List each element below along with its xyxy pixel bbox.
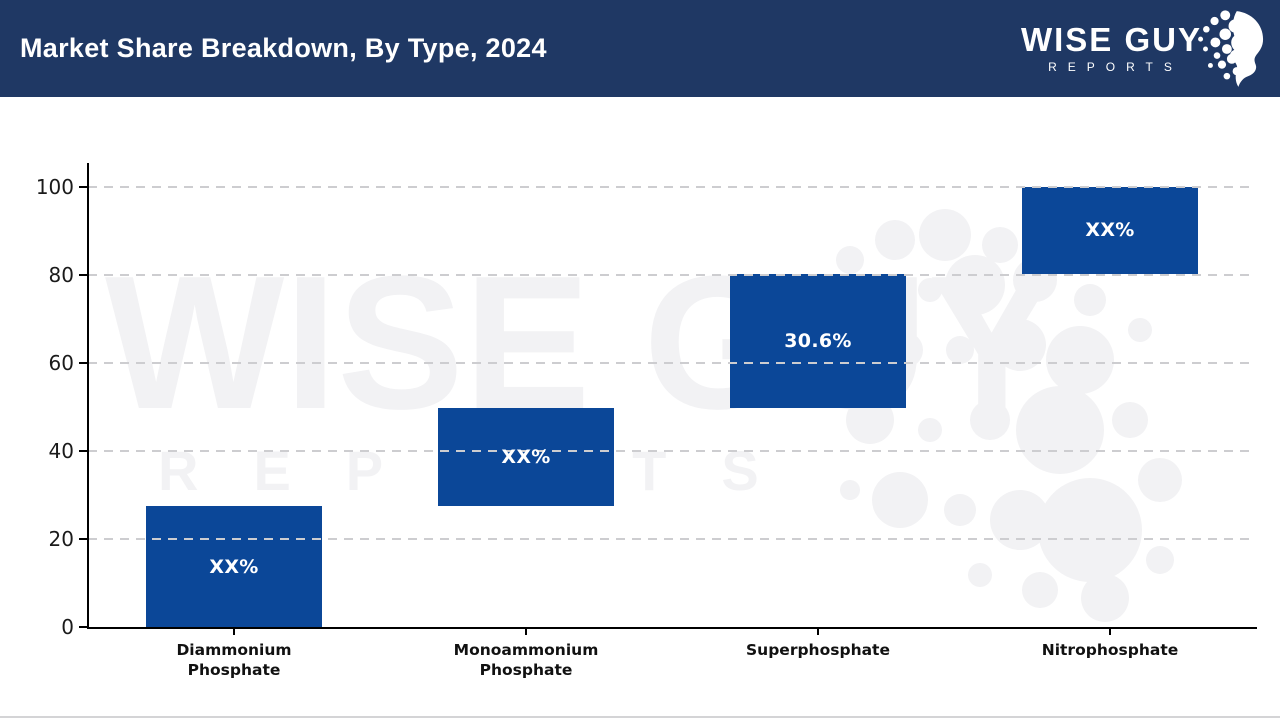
watermark-dot	[1016, 386, 1104, 474]
y-axis-tick-label: 80	[48, 263, 74, 287]
watermark-dot	[944, 494, 976, 526]
watermark-dot	[1128, 318, 1152, 342]
bar-segment	[146, 506, 322, 627]
x-axis-category-label: Nitrophosphate	[1041, 641, 1179, 659]
watermark-dot	[1046, 326, 1114, 394]
watermark-dot	[836, 246, 864, 274]
watermark-dot	[945, 255, 1005, 315]
watermark-dot	[918, 278, 942, 302]
chart-title: Market Share Breakdown, By Type, 2024	[20, 33, 547, 63]
watermark-dot	[875, 220, 915, 260]
watermark-dot	[1081, 574, 1129, 622]
y-axis-tick	[79, 450, 88, 452]
watermark-dot	[946, 336, 974, 364]
watermark-dot	[1146, 546, 1174, 574]
logo-text: WISE GUY REPORTS	[1021, 23, 1202, 74]
y-axis-tick-label: 60	[48, 351, 74, 375]
watermark-dot	[872, 472, 928, 528]
x-axis-category-label: Diammonium Phosphate	[176, 641, 292, 679]
y-axis-tick	[79, 274, 88, 276]
bar-value-label: XX%	[1085, 219, 1135, 242]
watermark-dot	[1138, 458, 1182, 502]
y-axis-tick	[79, 538, 88, 540]
x-axis-line	[87, 627, 1257, 629]
y-axis-tick-label: 20	[48, 527, 74, 551]
watermark-dot	[970, 400, 1010, 440]
watermark-dot	[1038, 478, 1142, 582]
bar-segment	[438, 408, 614, 507]
gridline	[88, 362, 1256, 364]
head-profile-logo-icon	[1198, 9, 1264, 87]
watermark-dot	[1074, 284, 1106, 316]
chart-header: Market Share Breakdown, By Type, 2024 WI…	[0, 0, 1280, 97]
wise-guy-reports-logo: WISE GUY REPORTS	[1021, 7, 1268, 91]
watermark-dot	[1022, 572, 1058, 608]
watermark-dot	[840, 480, 860, 500]
watermark-dot	[919, 209, 971, 261]
y-axis-line	[87, 163, 89, 629]
gridline	[88, 538, 1256, 540]
x-axis-tick	[1109, 629, 1111, 635]
y-axis-tick	[79, 362, 88, 364]
y-axis-tick-label: 40	[48, 439, 74, 463]
watermark-dot	[1112, 402, 1148, 438]
bar-segment	[730, 273, 906, 409]
y-axis-tick	[79, 186, 88, 188]
gridline	[88, 450, 1256, 452]
bar-value-label: XX%	[501, 446, 551, 469]
x-axis-tick	[525, 629, 527, 635]
logo-wordmark: WISE GUY	[1020, 21, 1202, 58]
gridline	[88, 274, 1256, 276]
bottom-divider-line	[0, 716, 1280, 718]
y-axis-tick-label: 0	[61, 615, 74, 639]
logo-subtitle: REPORTS	[1048, 60, 1183, 74]
bar-value-label: 30.6%	[784, 329, 852, 352]
x-axis-tick	[233, 629, 235, 635]
bar-segment	[1022, 187, 1198, 274]
gridline	[88, 186, 1256, 188]
x-axis-category-label: Superphosphate	[746, 641, 890, 659]
y-axis-tick	[79, 626, 88, 628]
x-axis-tick	[817, 629, 819, 635]
y-axis-tick-label: 100	[35, 175, 74, 199]
watermark-dot	[968, 563, 992, 587]
x-axis-category-label: Monoammonium Phosphate	[453, 641, 599, 679]
watermark-dot	[918, 418, 942, 442]
bar-value-label: XX%	[209, 555, 259, 578]
